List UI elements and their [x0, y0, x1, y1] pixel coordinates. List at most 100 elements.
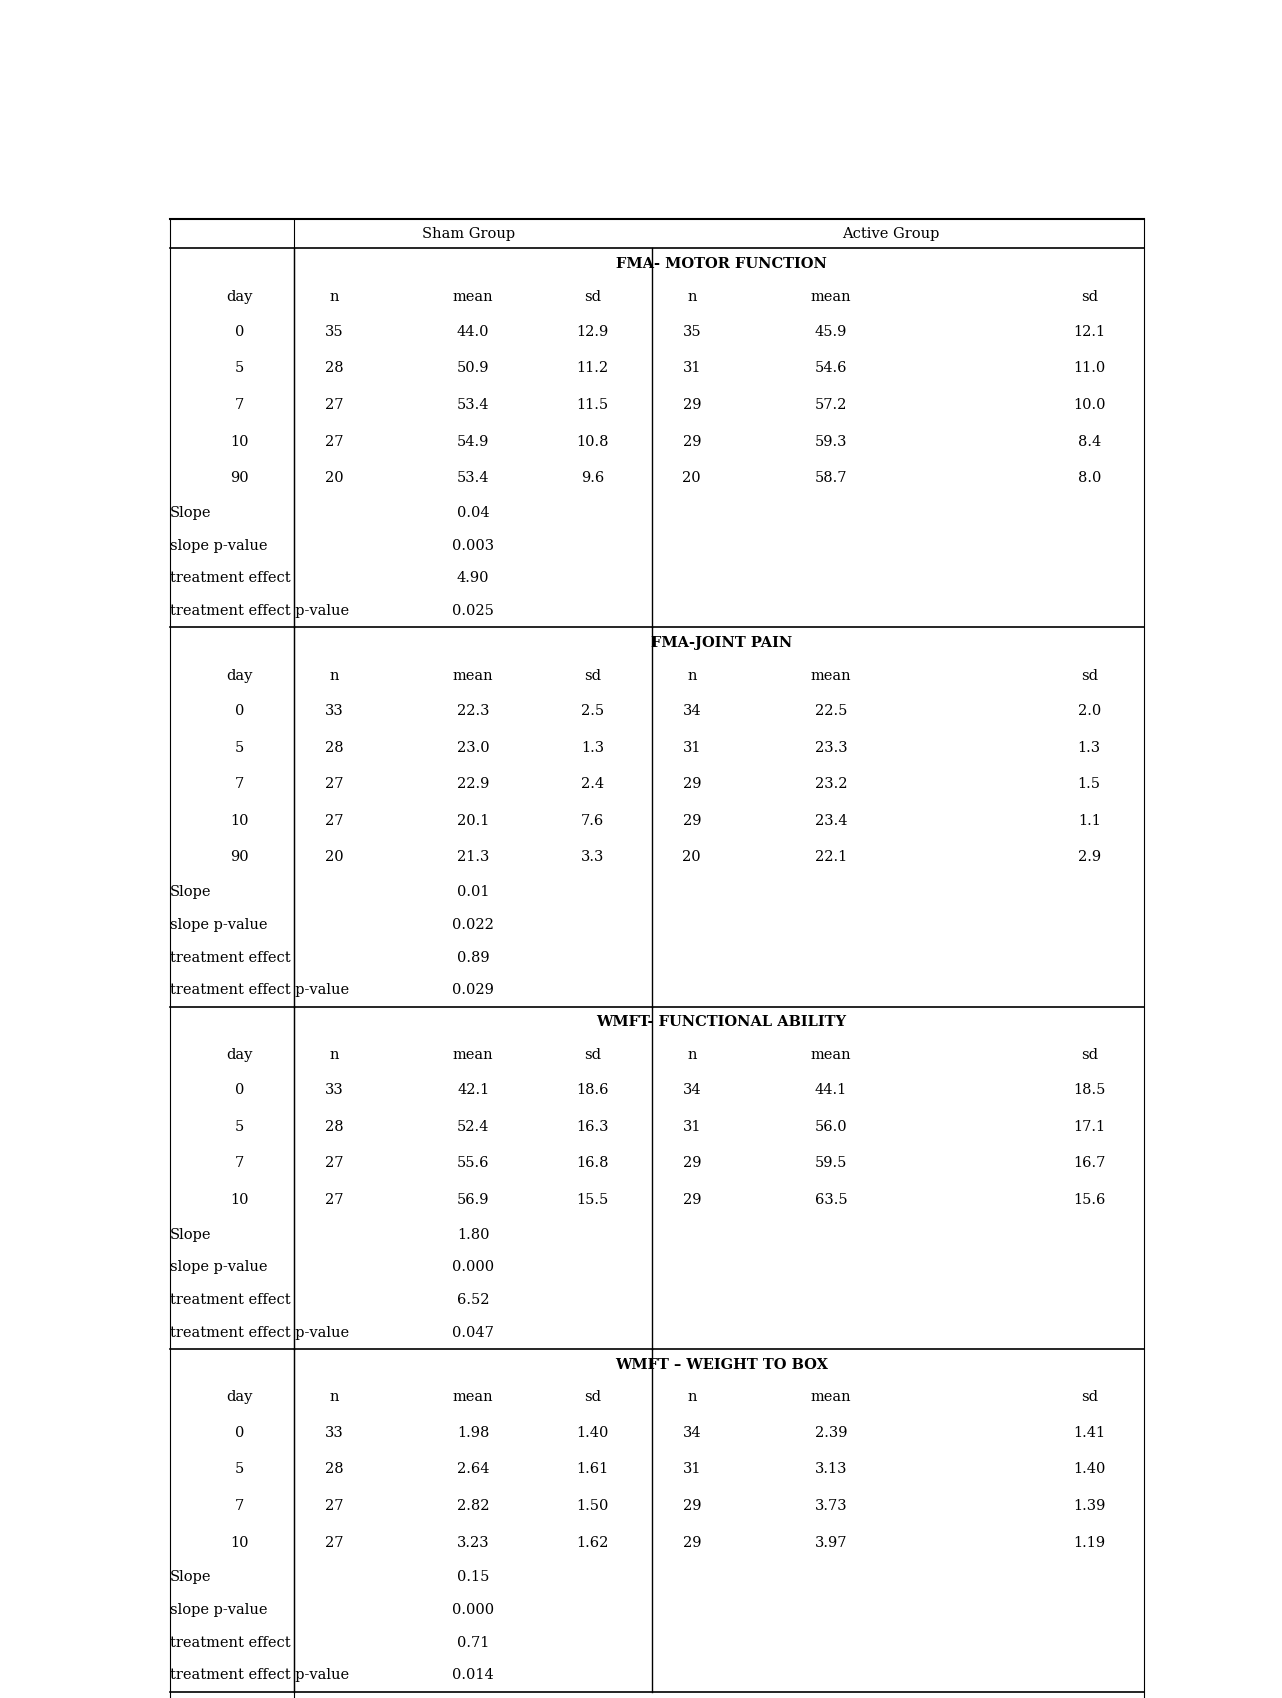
Text: 33: 33 — [324, 705, 344, 718]
Text: 7: 7 — [235, 1499, 245, 1513]
Text: 1.19: 1.19 — [1073, 1535, 1105, 1550]
Text: 54.6: 54.6 — [814, 362, 847, 375]
Text: 23.0: 23.0 — [456, 740, 490, 754]
Text: sd: sd — [1081, 1048, 1097, 1061]
Text: 28: 28 — [324, 740, 344, 754]
Text: 1.40: 1.40 — [576, 1426, 609, 1440]
Text: 2.82: 2.82 — [456, 1499, 490, 1513]
Text: 29: 29 — [682, 1194, 701, 1207]
Text: 29: 29 — [682, 397, 701, 413]
Text: 20: 20 — [324, 472, 344, 486]
Text: treatment effect: treatment effect — [171, 1635, 291, 1650]
Text: day: day — [227, 1391, 253, 1404]
Text: 28: 28 — [324, 1462, 344, 1476]
Text: treatment effect: treatment effect — [171, 571, 291, 586]
Text: 23.2: 23.2 — [814, 778, 847, 791]
Text: 44.1: 44.1 — [815, 1083, 847, 1097]
Text: 28: 28 — [324, 1119, 344, 1134]
Text: treatment effect: treatment effect — [171, 951, 291, 964]
Text: 20: 20 — [682, 472, 701, 486]
Text: n: n — [329, 1391, 338, 1404]
Text: 10: 10 — [231, 813, 249, 829]
Text: slope p-value: slope p-value — [171, 1260, 268, 1275]
Text: sd: sd — [583, 669, 601, 683]
Text: 27: 27 — [324, 397, 344, 413]
Text: 0: 0 — [235, 1083, 245, 1097]
Text: 18.6: 18.6 — [576, 1083, 609, 1097]
Text: 0.029: 0.029 — [453, 983, 494, 997]
Text: mean: mean — [810, 1048, 851, 1061]
Text: day: day — [227, 1048, 253, 1061]
Text: 27: 27 — [324, 435, 344, 448]
Text: 9.6: 9.6 — [581, 472, 604, 486]
Text: 12.9: 12.9 — [577, 324, 609, 340]
Text: 7: 7 — [235, 778, 245, 791]
Text: 1.3: 1.3 — [1078, 740, 1101, 754]
Text: 0.047: 0.047 — [453, 1326, 494, 1340]
Text: 16.8: 16.8 — [576, 1156, 609, 1170]
Text: Slope: Slope — [171, 885, 212, 900]
Text: 3.97: 3.97 — [814, 1535, 847, 1550]
Text: Slope: Slope — [171, 1571, 212, 1584]
Text: sd: sd — [1081, 669, 1097, 683]
Text: 2.0: 2.0 — [1078, 705, 1101, 718]
Text: mean: mean — [453, 290, 494, 304]
Text: 10: 10 — [231, 1194, 249, 1207]
Text: 31: 31 — [682, 740, 701, 754]
Text: 1.50: 1.50 — [576, 1499, 609, 1513]
Text: 59.3: 59.3 — [814, 435, 847, 448]
Text: 0.000: 0.000 — [453, 1603, 495, 1616]
Text: day: day — [227, 669, 253, 683]
Text: 0.003: 0.003 — [453, 538, 495, 552]
Text: 20.1: 20.1 — [456, 813, 490, 829]
Text: sd: sd — [583, 290, 601, 304]
Text: 59.5: 59.5 — [814, 1156, 847, 1170]
Text: 90: 90 — [231, 472, 249, 486]
Text: 5: 5 — [235, 1462, 245, 1476]
Text: 42.1: 42.1 — [458, 1083, 490, 1097]
Text: n: n — [329, 1048, 338, 1061]
Text: 7: 7 — [235, 397, 245, 413]
Text: 90: 90 — [231, 851, 249, 864]
Text: n: n — [687, 1048, 696, 1061]
Text: 8.0: 8.0 — [1078, 472, 1101, 486]
Text: 27: 27 — [324, 1156, 344, 1170]
Text: mean: mean — [810, 669, 851, 683]
Text: 0.71: 0.71 — [456, 1635, 490, 1650]
Text: 0.000: 0.000 — [453, 1260, 495, 1275]
Text: 44.0: 44.0 — [456, 324, 490, 340]
Text: treatment effect p-value: treatment effect p-value — [171, 1669, 349, 1683]
Text: 16.7: 16.7 — [1073, 1156, 1105, 1170]
Text: treatment effect p-value: treatment effect p-value — [171, 983, 349, 997]
Text: 54.9: 54.9 — [456, 435, 490, 448]
Text: FMA- MOTOR FUNCTION: FMA- MOTOR FUNCTION — [617, 256, 827, 272]
Text: 34: 34 — [682, 705, 701, 718]
Text: slope p-value: slope p-value — [171, 919, 268, 932]
Text: 27: 27 — [324, 813, 344, 829]
Text: 1.61: 1.61 — [577, 1462, 609, 1476]
Text: 34: 34 — [682, 1426, 701, 1440]
Text: 31: 31 — [682, 1462, 701, 1476]
Text: 2.64: 2.64 — [456, 1462, 490, 1476]
Text: 15.5: 15.5 — [577, 1194, 609, 1207]
Text: 0: 0 — [235, 705, 245, 718]
Text: 15.6: 15.6 — [1073, 1194, 1105, 1207]
Text: 27: 27 — [324, 1194, 344, 1207]
Text: 3.73: 3.73 — [814, 1499, 847, 1513]
Text: treatment effect: treatment effect — [171, 1294, 291, 1307]
Text: 55.6: 55.6 — [456, 1156, 490, 1170]
Text: 1.80: 1.80 — [456, 1228, 490, 1241]
Text: 0: 0 — [235, 324, 245, 340]
Text: 0.014: 0.014 — [453, 1669, 494, 1683]
Text: 4.90: 4.90 — [456, 571, 490, 586]
Text: 53.4: 53.4 — [456, 397, 490, 413]
Text: 29: 29 — [682, 1535, 701, 1550]
Text: 45.9: 45.9 — [814, 324, 847, 340]
Text: 29: 29 — [682, 1156, 701, 1170]
Text: mean: mean — [453, 669, 494, 683]
Text: 27: 27 — [324, 1535, 344, 1550]
Text: 58.7: 58.7 — [814, 472, 847, 486]
Text: 0.04: 0.04 — [456, 506, 490, 520]
Text: 6.52: 6.52 — [456, 1294, 490, 1307]
Text: 0.01: 0.01 — [456, 885, 490, 900]
